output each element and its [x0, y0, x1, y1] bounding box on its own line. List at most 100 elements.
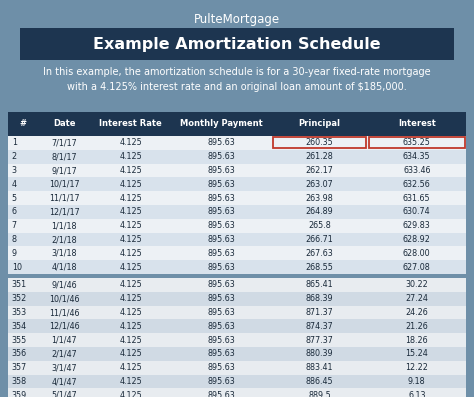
- Text: 4.125: 4.125: [119, 166, 142, 175]
- Text: 30.22: 30.22: [405, 280, 428, 289]
- FancyBboxPatch shape: [8, 361, 466, 375]
- Text: 871.37: 871.37: [306, 308, 333, 317]
- Text: 262.17: 262.17: [306, 166, 333, 175]
- Text: 260.35: 260.35: [306, 139, 333, 147]
- Text: 5: 5: [12, 194, 17, 202]
- Text: 629.83: 629.83: [403, 221, 431, 230]
- Text: 9/1/46: 9/1/46: [51, 280, 77, 289]
- FancyBboxPatch shape: [8, 292, 466, 306]
- FancyBboxPatch shape: [8, 247, 466, 260]
- Text: 895.63: 895.63: [207, 152, 235, 161]
- Text: 12.22: 12.22: [405, 363, 428, 372]
- Text: 631.65: 631.65: [403, 194, 430, 202]
- Text: 2/1/47: 2/1/47: [51, 349, 77, 358]
- Text: 267.63: 267.63: [306, 249, 333, 258]
- FancyBboxPatch shape: [8, 191, 466, 205]
- Text: 4.125: 4.125: [119, 194, 142, 202]
- Text: 266.71: 266.71: [306, 235, 333, 244]
- Text: 10/1/17: 10/1/17: [49, 180, 80, 189]
- FancyBboxPatch shape: [8, 347, 466, 361]
- Text: 635.25: 635.25: [403, 139, 431, 147]
- Text: 8: 8: [12, 235, 17, 244]
- Text: 268.55: 268.55: [306, 262, 333, 272]
- Text: 10/1/46: 10/1/46: [49, 294, 79, 303]
- Text: 877.37: 877.37: [306, 335, 333, 345]
- Text: PulteMortgage: PulteMortgage: [194, 13, 280, 26]
- Text: 1/1/18: 1/1/18: [51, 221, 77, 230]
- Text: 630.74: 630.74: [403, 207, 430, 216]
- Text: 352: 352: [12, 294, 27, 303]
- Text: Date: Date: [53, 119, 75, 129]
- Text: 4.125: 4.125: [119, 235, 142, 244]
- Text: 9: 9: [12, 249, 17, 258]
- Text: 633.46: 633.46: [403, 166, 430, 175]
- Text: 2: 2: [12, 152, 17, 161]
- Text: 628.92: 628.92: [403, 235, 431, 244]
- FancyBboxPatch shape: [8, 306, 466, 320]
- Text: 18.26: 18.26: [405, 335, 428, 345]
- Text: 895.63: 895.63: [207, 308, 235, 317]
- Text: Monthly Payment: Monthly Payment: [180, 119, 262, 129]
- Text: 11/1/46: 11/1/46: [49, 308, 79, 317]
- Text: 263.98: 263.98: [306, 194, 333, 202]
- Text: 15.24: 15.24: [405, 349, 428, 358]
- Text: #: #: [19, 119, 27, 129]
- Text: Interest Rate: Interest Rate: [99, 119, 162, 129]
- Text: 7: 7: [12, 221, 17, 230]
- Text: 895.63: 895.63: [207, 280, 235, 289]
- FancyBboxPatch shape: [8, 112, 466, 136]
- FancyBboxPatch shape: [8, 375, 466, 388]
- Text: 351: 351: [12, 280, 27, 289]
- Text: 880.39: 880.39: [306, 349, 333, 358]
- Text: 4: 4: [12, 180, 17, 189]
- Text: 895.63: 895.63: [207, 262, 235, 272]
- Text: 895.63: 895.63: [207, 391, 235, 397]
- Text: 628.00: 628.00: [403, 249, 430, 258]
- Text: 3/1/47: 3/1/47: [51, 363, 77, 372]
- FancyBboxPatch shape: [8, 233, 466, 247]
- Text: 4.125: 4.125: [119, 363, 142, 372]
- Text: 895.63: 895.63: [207, 166, 235, 175]
- Text: 359: 359: [12, 391, 27, 397]
- Text: 265.8: 265.8: [308, 221, 331, 230]
- Text: 24.26: 24.26: [405, 308, 428, 317]
- Text: 6.13: 6.13: [408, 391, 426, 397]
- Text: 1/1/47: 1/1/47: [51, 335, 77, 345]
- Text: 4.125: 4.125: [119, 377, 142, 386]
- Text: 264.89: 264.89: [306, 207, 333, 216]
- Text: 889.5: 889.5: [308, 391, 331, 397]
- Text: In this example, the amortization schedule is for a 30-year fixed-rate mortgage
: In this example, the amortization schedu…: [43, 67, 431, 92]
- Text: 4.125: 4.125: [119, 207, 142, 216]
- Text: 4.125: 4.125: [119, 280, 142, 289]
- Text: 357: 357: [12, 363, 27, 372]
- Text: 2/1/18: 2/1/18: [51, 235, 77, 244]
- Text: 12/1/46: 12/1/46: [49, 322, 80, 331]
- Text: 4.125: 4.125: [119, 335, 142, 345]
- FancyBboxPatch shape: [8, 333, 466, 347]
- Text: 883.41: 883.41: [306, 363, 333, 372]
- FancyBboxPatch shape: [8, 164, 466, 177]
- Text: 4.125: 4.125: [119, 180, 142, 189]
- Text: 4/1/47: 4/1/47: [51, 377, 77, 386]
- Text: 9.18: 9.18: [408, 377, 426, 386]
- FancyBboxPatch shape: [8, 219, 466, 233]
- Text: 895.63: 895.63: [207, 335, 235, 345]
- Text: 9/1/17: 9/1/17: [51, 166, 77, 175]
- Text: 874.37: 874.37: [306, 322, 333, 331]
- Text: 895.63: 895.63: [207, 180, 235, 189]
- Text: 895.63: 895.63: [207, 221, 235, 230]
- FancyBboxPatch shape: [8, 320, 466, 333]
- Text: 868.39: 868.39: [306, 294, 333, 303]
- FancyBboxPatch shape: [8, 388, 466, 397]
- Text: 4.125: 4.125: [119, 221, 142, 230]
- Text: Interest: Interest: [398, 119, 436, 129]
- Text: 895.63: 895.63: [207, 349, 235, 358]
- Text: 895.63: 895.63: [207, 194, 235, 202]
- FancyBboxPatch shape: [8, 136, 466, 150]
- Text: 4.125: 4.125: [119, 294, 142, 303]
- Text: 4.125: 4.125: [119, 249, 142, 258]
- Text: 895.63: 895.63: [207, 235, 235, 244]
- Text: 354: 354: [12, 322, 27, 331]
- Text: 4.125: 4.125: [119, 262, 142, 272]
- FancyBboxPatch shape: [8, 278, 466, 292]
